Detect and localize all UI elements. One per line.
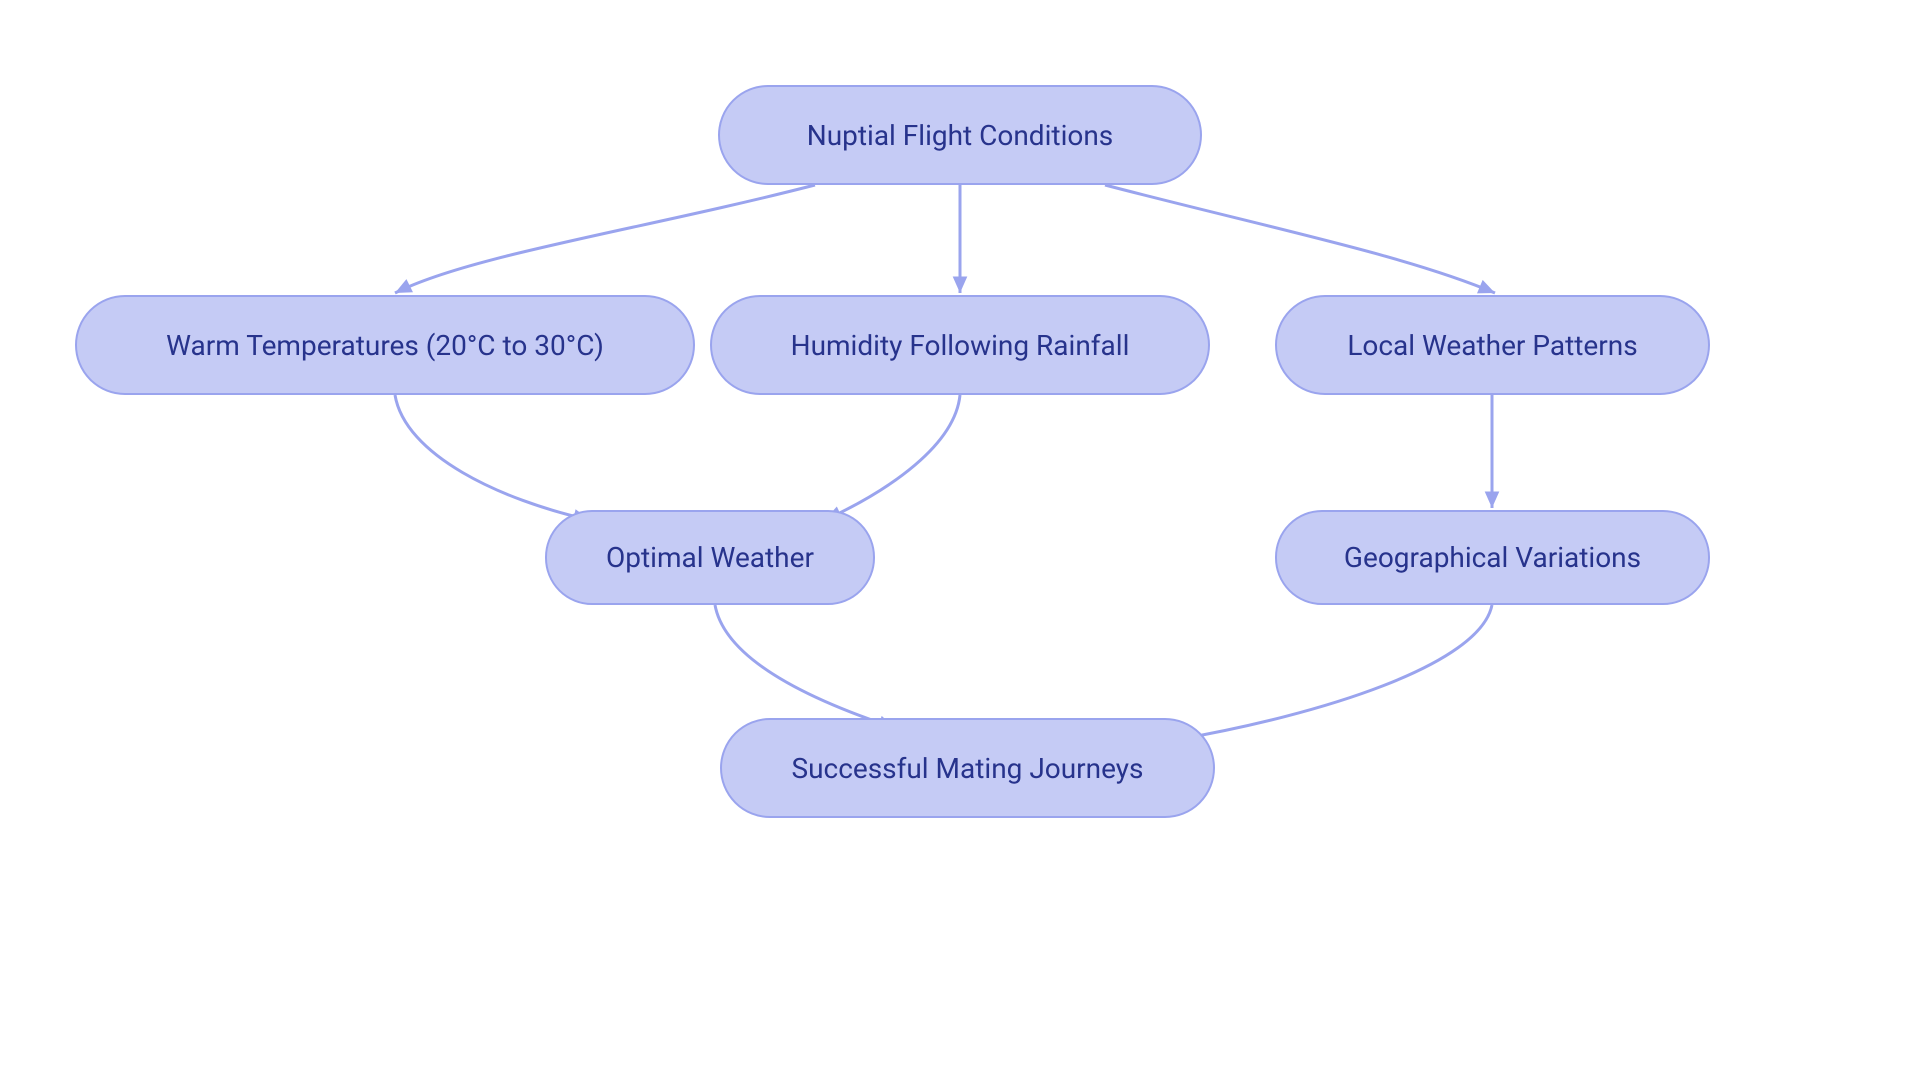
node-humid: Humidity Following Rainfall: [710, 295, 1210, 395]
node-temp: Warm Temperatures (20°C to 30°C): [75, 295, 695, 395]
node-local: Local Weather Patterns: [1275, 295, 1710, 395]
node-success: Successful Mating Journeys: [720, 718, 1215, 818]
node-optimal: Optimal Weather: [545, 510, 875, 605]
node-geo: Geographical Variations: [1275, 510, 1710, 605]
node-root: Nuptial Flight Conditions: [718, 85, 1202, 185]
